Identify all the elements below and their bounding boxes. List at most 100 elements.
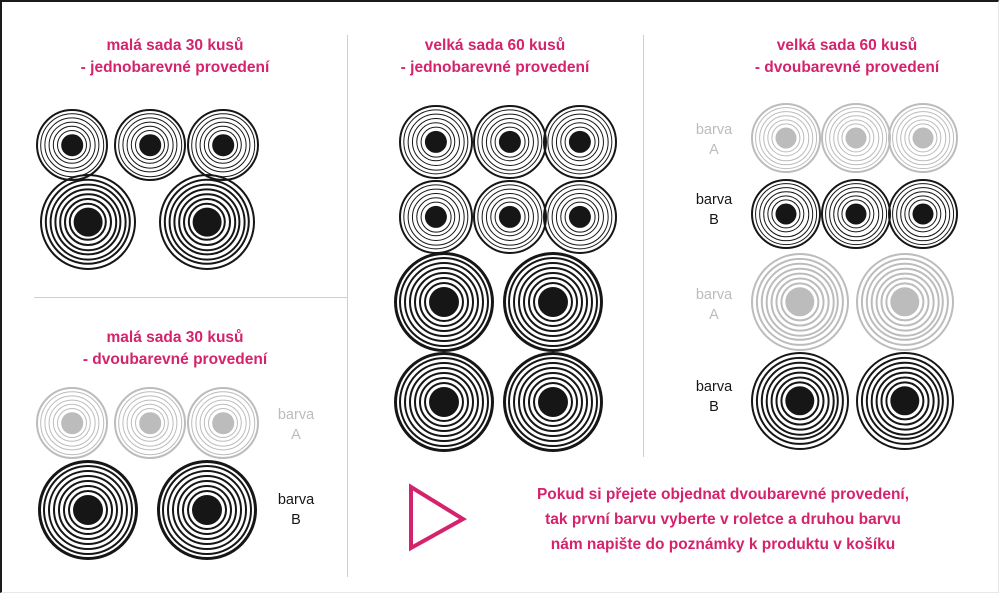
- coil-ring: [407, 188, 465, 246]
- coil-ring: [547, 184, 613, 250]
- coil-ring: [759, 111, 813, 165]
- coil-large-mono-large-3: [394, 352, 494, 452]
- coil-ring: [755, 257, 845, 347]
- coil-ring: [63, 485, 113, 535]
- coil-core: [498, 130, 522, 154]
- coil-ring: [547, 109, 613, 175]
- coil-ring: [543, 180, 617, 254]
- coil-ring: [52, 403, 92, 443]
- coil-core: [890, 287, 920, 317]
- label-large-duo-barva-b1: barva B: [678, 190, 750, 230]
- label-small-duo-barva-b-word: barva: [277, 492, 315, 508]
- coil-ring: [856, 253, 954, 351]
- coil-ring: [159, 174, 255, 270]
- note-line1: Pokud si přejete objednat dvoubarevné pr…: [536, 486, 910, 503]
- coil-ring: [167, 470, 247, 550]
- coil-large-duo-a1-3: [888, 103, 958, 173]
- coil-ring: [490, 197, 530, 237]
- coil-ring: [490, 122, 530, 162]
- coil-ring: [411, 192, 461, 242]
- coil-core: [424, 205, 448, 229]
- coil-ring: [841, 199, 871, 229]
- coil-ring: [837, 195, 875, 233]
- coil-ring: [888, 103, 958, 173]
- coil-large-mono-small-1: [399, 105, 473, 179]
- coil-ring: [57, 408, 87, 438]
- coil-ring: [399, 257, 489, 347]
- label-large-duo-barva-a2-letter: A: [709, 307, 719, 323]
- coil-ring: [404, 262, 484, 342]
- coil-ring: [771, 199, 801, 229]
- coil-ring: [122, 117, 178, 173]
- coil-core: [61, 134, 83, 156]
- label-large-duo-barva-b1-word: barva: [695, 192, 733, 208]
- coil-ring: [208, 130, 238, 160]
- coil-ring: [414, 372, 474, 432]
- coil-ring: [182, 485, 232, 535]
- label-large-duo-barva-b2-word: barva: [695, 379, 733, 395]
- coil-core: [845, 203, 867, 225]
- coil-ring: [494, 201, 526, 233]
- coil-small-duo-a-2: [114, 387, 186, 459]
- coil-core: [192, 207, 222, 237]
- coil-ring: [770, 371, 830, 431]
- coil-ring: [419, 277, 469, 327]
- coil-ring: [518, 367, 588, 437]
- coil-ring: [187, 202, 227, 242]
- coil-ring: [58, 480, 118, 540]
- coil-ring: [551, 113, 609, 171]
- heading-small-duo: malá sada 30 kusů - dvoubarevné proveden…: [30, 327, 320, 371]
- coil-ring: [420, 126, 452, 158]
- coil-ring: [763, 115, 809, 161]
- coil-ring: [755, 183, 817, 245]
- coil-ring: [118, 391, 182, 455]
- coil-ring: [36, 387, 108, 459]
- coil-ring: [494, 126, 526, 158]
- coil-ring: [59, 193, 117, 251]
- coil-core: [212, 134, 234, 156]
- coil-ring: [751, 103, 821, 173]
- coil-large-duo-b1-2: [821, 179, 891, 249]
- heading-large-mono-line1: velká sada 60 kusů: [424, 37, 566, 54]
- coil-ring: [837, 119, 875, 157]
- coil-ring: [533, 382, 573, 422]
- coil-ring: [763, 191, 809, 237]
- coil-core: [775, 203, 797, 225]
- coil-ring: [865, 262, 945, 342]
- coil-large-duo-a1-1: [751, 103, 821, 173]
- coil-core: [192, 495, 222, 525]
- coil-large-duo-a1-2: [821, 103, 891, 173]
- coil-ring: [416, 197, 456, 237]
- coil-ring: [770, 272, 830, 332]
- coil-ring: [888, 179, 958, 249]
- coil-ring: [168, 183, 246, 261]
- coil-ring: [860, 356, 950, 446]
- coil-ring: [416, 122, 456, 162]
- heading-large-mono-line2: - jednobarevné provedení: [400, 59, 590, 76]
- coil-ring: [856, 352, 954, 450]
- coil-ring: [885, 282, 925, 322]
- coil-ring: [114, 109, 186, 181]
- coil-core: [785, 287, 815, 317]
- coil-large-mono-small-2: [473, 105, 547, 179]
- coil-large-duo-a2-2: [856, 253, 954, 351]
- coil-ring: [40, 391, 104, 455]
- coil-ring: [528, 277, 578, 327]
- coil-ring: [908, 199, 938, 229]
- coil-ring: [503, 352, 603, 452]
- coil-ring: [57, 130, 87, 160]
- coil-ring: [126, 121, 174, 169]
- label-large-duo-barva-b1-letter: B: [709, 212, 719, 228]
- coil-ring: [195, 117, 251, 173]
- coil-ring: [860, 257, 950, 347]
- coil-ring: [203, 125, 243, 165]
- note-line2: tak první barvu vyberte v roletce a druh…: [545, 511, 901, 528]
- coil-large-mono-large-4: [503, 352, 603, 452]
- coil-small-duo-a-3: [187, 387, 259, 459]
- coil-ring: [900, 191, 946, 237]
- coil-small-mono-row1-3: [187, 109, 259, 181]
- coil-ring: [767, 195, 805, 233]
- coil-ring: [503, 252, 603, 352]
- coil-ring: [533, 282, 573, 322]
- coil-ring: [841, 123, 871, 153]
